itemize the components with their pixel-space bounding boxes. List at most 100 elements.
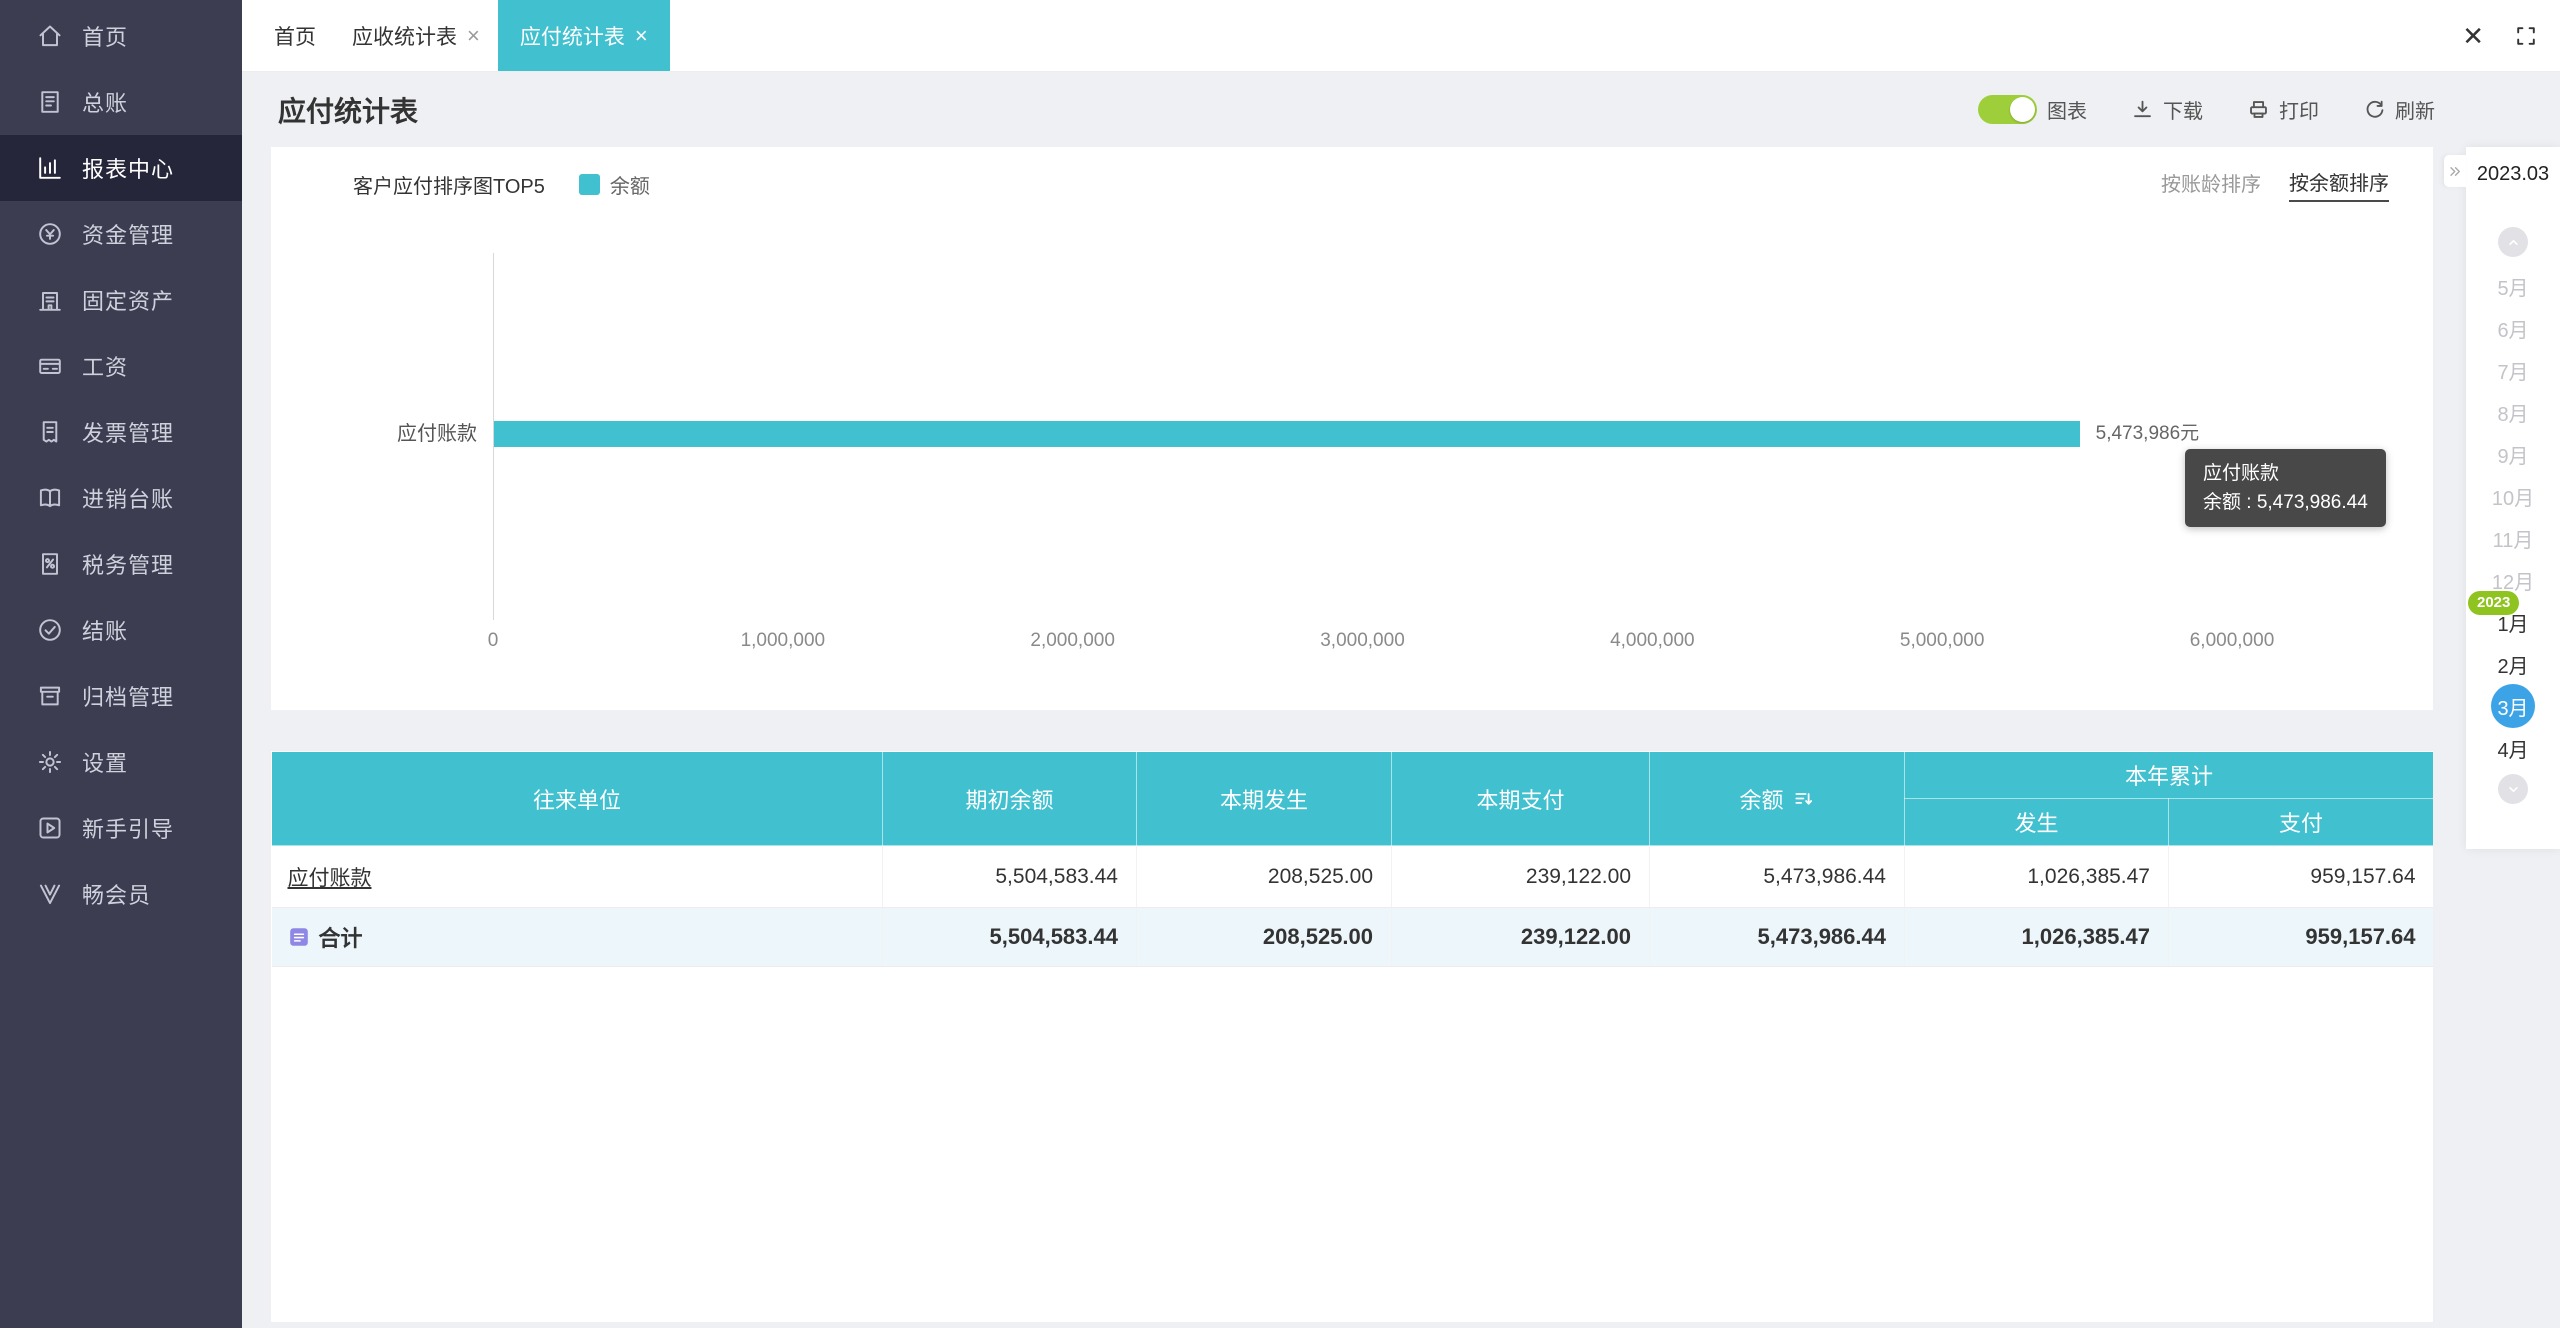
month-item-jul[interactable]: 7月 — [2497, 361, 2529, 384]
col-header-balance[interactable]: 余额 — [1649, 751, 1905, 846]
cell-ytd-paid: 959,157.64 — [2168, 845, 2433, 908]
legend-balance[interactable]: 余额 — [578, 170, 650, 199]
month-item-nov[interactable]: 11月 — [2492, 529, 2534, 552]
tab-payables-report[interactable]: 应付统计表 × — [497, 0, 670, 71]
sidebar-item-label: 畅会员 — [82, 883, 152, 908]
guide-icon — [36, 814, 64, 842]
sidebar: 首页 总账 报表中心 资金管理 固定资产 工资 发票管理 进销台账 税务管理 结… — [0, 0, 242, 1328]
cell-paid: 239,122.00 — [1391, 845, 1650, 908]
tab-bar: 首页 应收统计表 × 应付统计表 × ✕ — [242, 0, 2560, 72]
sort-by-age-option[interactable]: 按账龄排序 — [2161, 173, 2261, 196]
trade-ledger-icon — [36, 484, 64, 512]
print-button[interactable]: 打印 — [2247, 95, 2319, 124]
chevron-down-icon[interactable] — [2498, 774, 2528, 804]
table-panel: 往来单位 期初余额 本期发生 本期支付 余额 本年累计 发生 支付 — [271, 751, 2433, 1322]
sidebar-item-archive-management[interactable]: 归档管理 — [0, 663, 242, 729]
month-item-sep[interactable]: 9月 — [2497, 445, 2529, 468]
cell-ytd-occurred: 1,026,385.47 — [1904, 845, 2169, 908]
sidebar-item-label: 新手引导 — [82, 817, 175, 842]
chevron-up-icon[interactable] — [2498, 227, 2528, 257]
col-header-unit: 往来单位 — [271, 751, 883, 846]
sidebar-item-label: 首页 — [82, 25, 129, 50]
sidebar-item-beginner-guide[interactable]: 新手引导 — [0, 795, 242, 861]
col-header-occurred: 本期发生 — [1136, 751, 1392, 846]
col-header-paid: 本期支付 — [1391, 751, 1650, 846]
sidebar-item-fund-management[interactable]: 资金管理 — [0, 201, 242, 267]
month-item-may[interactable]: 5月 — [2497, 277, 2529, 300]
sidebar-item-report-center[interactable]: 报表中心 — [0, 135, 242, 201]
page-header: 应付统计表 图表 下载 打印 刷新 — [242, 72, 2560, 147]
month-item-apr[interactable]: 4月 — [2497, 739, 2529, 762]
fund-icon — [36, 220, 64, 248]
sort-icon[interactable] — [1793, 788, 1815, 810]
x-tick: 2,000,000 — [1030, 630, 1115, 651]
balance-bar[interactable] — [494, 421, 2080, 447]
refresh-icon — [2366, 100, 2384, 118]
tab-close-icon[interactable]: × — [467, 22, 480, 48]
current-period-label: 2023.03 — [2476, 163, 2550, 185]
tab-close-icon[interactable]: × — [634, 22, 648, 48]
window-controls: ✕ — [2462, 0, 2560, 71]
main-content: 应付统计表 图表 下载 打印 刷新 客户应付排序图TOP5 — [242, 72, 2560, 1328]
tab-label: 应收统计表 — [352, 25, 457, 49]
sidebar-item-label: 归档管理 — [82, 685, 175, 710]
chart-toggle[interactable] — [1978, 95, 2037, 124]
invoice-icon — [36, 418, 64, 446]
report-icon — [36, 154, 64, 182]
legend-label: 余额 — [609, 175, 650, 198]
payables-account-link[interactable]: 应付账款 — [287, 866, 372, 890]
total-ytd-paid: 959,157.64 — [2168, 907, 2433, 967]
sidebar-item-home[interactable]: 首页 — [0, 3, 242, 69]
refresh-label: 刷新 — [2395, 101, 2435, 123]
month-item-jun[interactable]: 6月 — [2497, 319, 2529, 342]
sidebar-item-settings[interactable]: 设置 — [0, 729, 242, 795]
col-header-ytd-paid: 支付 — [2167, 798, 2433, 846]
total-label: 合计 — [318, 925, 363, 951]
sidebar-item-general-ledger[interactable]: 总账 — [0, 69, 242, 135]
chart-panel: 客户应付排序图TOP5 余额 按账龄排序 按余额排序 应付账款 5,473,98… — [271, 147, 2433, 710]
month-item-oct[interactable]: 10月 — [2491, 487, 2535, 510]
sidebar-item-fixed-assets[interactable]: 固定资产 — [0, 267, 242, 333]
chart-tooltip: 应付账款 余额 : 5,473,986.44 — [2185, 449, 2386, 527]
month-item-mar-selected[interactable]: 3月 — [2466, 684, 2560, 728]
refresh-button[interactable]: 刷新 — [2363, 95, 2435, 124]
sort-by-balance-option[interactable]: 按余额排序 — [2289, 167, 2389, 202]
chart-toggle-label: 图表 — [2047, 101, 2087, 123]
collapse-icon[interactable] — [2444, 155, 2466, 187]
year-badge: 2023 — [2468, 591, 2520, 615]
sidebar-item-invoice-management[interactable]: 发票管理 — [0, 399, 242, 465]
download-icon — [2134, 100, 2151, 118]
sidebar-item-closing[interactable]: 结账 — [0, 597, 242, 663]
close-icon[interactable]: ✕ — [2462, 20, 2484, 51]
sidebar-item-label: 进销台账 — [82, 487, 175, 512]
month-item-dec[interactable]: 12月 — [2491, 571, 2535, 594]
sidebar-item-purchase-sales-ledger[interactable]: 进销台账 — [0, 465, 242, 531]
sidebar-item-label: 结账 — [82, 619, 129, 644]
month-item-jan[interactable]: 1月 — [2497, 613, 2529, 636]
sidebar-item-label: 资金管理 — [82, 223, 175, 248]
total-paid: 239,122.00 — [1391, 907, 1650, 967]
chart-title: 客户应付排序图TOP5 — [353, 175, 545, 198]
sidebar-item-payroll[interactable]: 工资 — [0, 333, 242, 399]
chart-header: 客户应付排序图TOP5 余额 按账龄排序 按余额排序 — [271, 167, 2433, 202]
sidebar-item-tax-management[interactable]: 税务管理 — [0, 531, 242, 597]
period-selector-panel: 2023.03 5月 6月 7月 8月 9月 10月 11月 12月 1月 2月… — [2444, 147, 2560, 849]
x-tick: 3,000,000 — [1320, 630, 1405, 651]
sidebar-item-label: 发票管理 — [82, 421, 175, 446]
col-header-opening: 期初余额 — [882, 751, 1137, 846]
month-item-feb[interactable]: 2月 — [2497, 655, 2529, 678]
toggle-knob — [2010, 97, 2035, 122]
sidebar-item-label: 设置 — [82, 751, 129, 776]
total-balance: 5,473,986.44 — [1649, 907, 1905, 967]
tooltip-value: 余额 : 5,473,986.44 — [2203, 492, 2368, 513]
sidebar-item-label: 总账 — [82, 91, 129, 116]
sidebar-item-member[interactable]: 畅会员 — [0, 861, 242, 927]
x-tick: 4,000,000 — [1610, 630, 1695, 651]
tab-home[interactable]: 首页 — [256, 0, 334, 71]
month-item-aug[interactable]: 8月 — [2497, 403, 2529, 426]
x-tick: 1,000,000 — [740, 630, 826, 651]
expand-icon[interactable] — [2514, 24, 2538, 48]
download-button[interactable]: 下载 — [2131, 95, 2203, 124]
total-ytd-occurred: 1,026,385.47 — [1904, 907, 2169, 967]
tab-receivables-report[interactable]: 应收统计表 × — [334, 0, 498, 71]
